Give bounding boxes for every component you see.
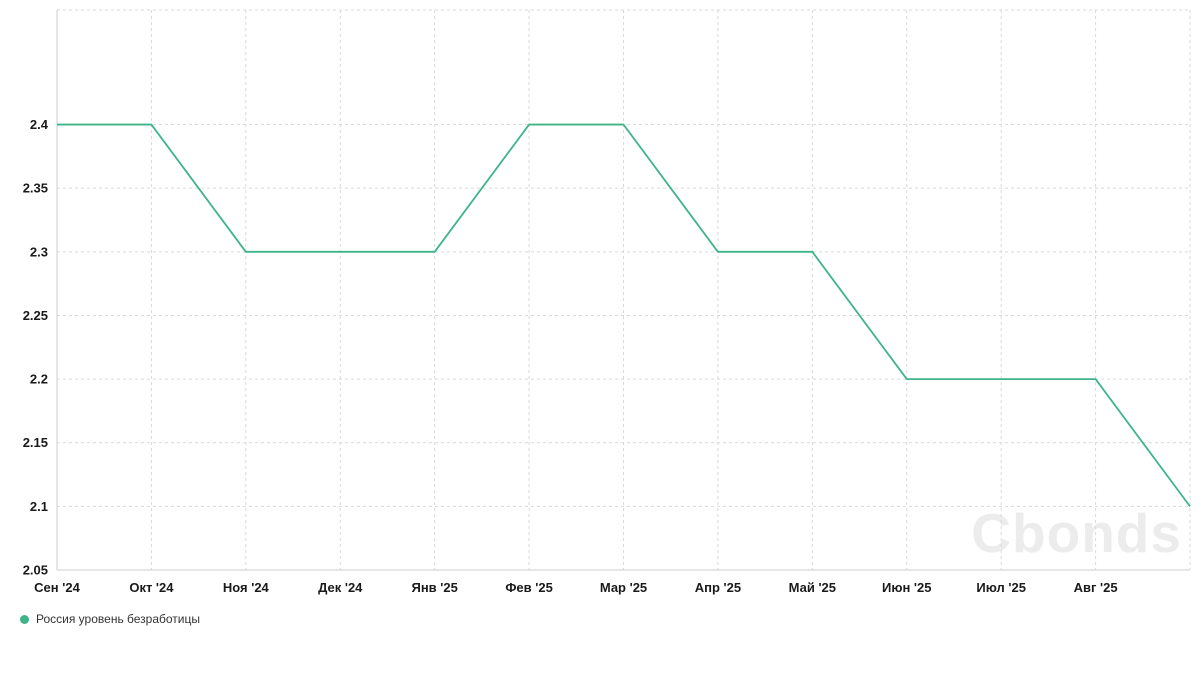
x-tick-label: Апр '25 — [695, 580, 741, 595]
x-tick-label: Дек '24 — [318, 580, 363, 595]
y-tick-label: 2.25 — [23, 308, 48, 323]
y-tick-label: 2.3 — [30, 244, 48, 259]
series-line — [57, 123, 1191, 507]
x-tick-label: Июн '25 — [882, 580, 931, 595]
line-chart-canvas: 2.4 2.35 2.3 2.25 2.2 2.15 2.1 2.05 Сен '24 Окт '… — [23, 9, 1191, 595]
x-tick-label: Янв '25 — [411, 580, 457, 595]
y-tick-label: 2.15 — [23, 435, 48, 450]
x-tick-label: Ноя '24 — [223, 580, 270, 595]
legend-label: Россия уровень безработицы — [36, 612, 201, 626]
y-tick-label: 2.35 — [23, 181, 48, 196]
x-tick-label: Фев '25 — [505, 580, 552, 595]
y-tick-label: 2.1 — [30, 499, 48, 514]
y-tick-label: 2.05 — [23, 563, 48, 578]
x-tick-label: Май '25 — [789, 580, 836, 595]
y-tick-label: 2.4 — [30, 117, 49, 132]
legend: Россия уровень безработицы — [20, 612, 200, 626]
x-tick-label: Окт '24 — [129, 580, 174, 595]
legend-marker-dot — [20, 614, 29, 624]
x-tick-label: Мар '25 — [600, 580, 647, 595]
y-tick-label: 2.2 — [30, 372, 48, 387]
x-tick-label: Сен '24 — [34, 580, 80, 595]
x-tick-label: Авг '25 — [1074, 580, 1118, 595]
cbonds-watermark: Cbonds — [971, 502, 1182, 564]
x-tick-label: Июл '25 — [976, 580, 1026, 595]
